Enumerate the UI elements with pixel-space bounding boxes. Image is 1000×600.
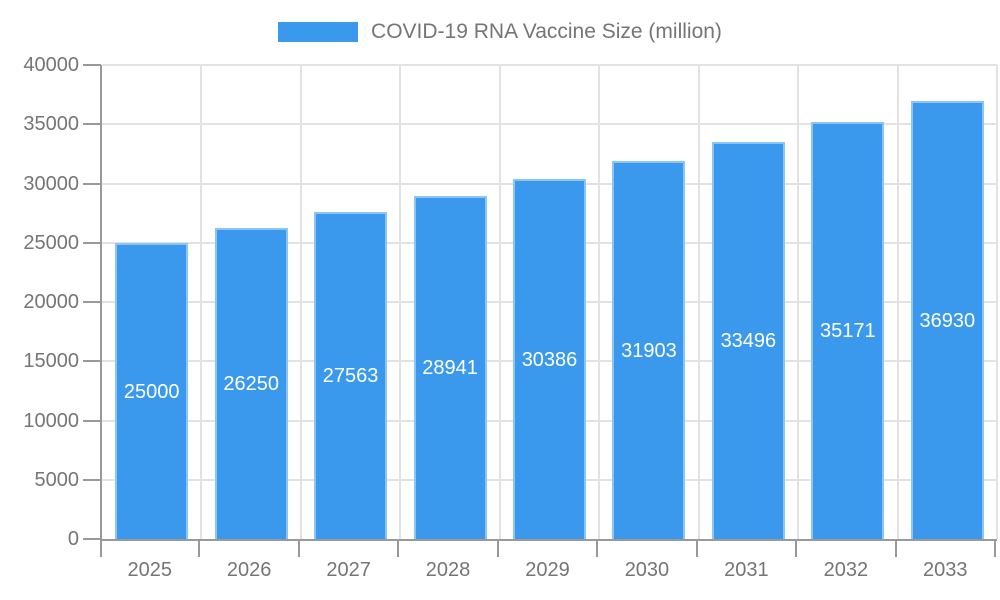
- bar-2029[interactable]: 30386: [513, 179, 586, 539]
- bar-value-label: 25000: [123, 380, 180, 403]
- x-tick: [297, 539, 300, 557]
- x-tick-label: 2032: [823, 559, 869, 581]
- bar-2032[interactable]: 35171: [811, 122, 885, 539]
- x-tick: [695, 539, 698, 557]
- chart-title: COVID-19 RNA Vaccine Size (million): [371, 20, 722, 43]
- x-tick: [397, 539, 400, 557]
- bar-value-label: 26250: [223, 373, 279, 395]
- bar-value-label: 36930: [919, 309, 976, 332]
- v-gridline: [896, 65, 899, 539]
- bar-value-label: 33496: [720, 330, 777, 352]
- x-tick-label: 2031: [724, 559, 769, 581]
- y-tick-label: 10000: [23, 409, 79, 432]
- plot-area: 25000 26250 27563 28941 30386 31903 33496 35171…: [100, 64, 998, 541]
- v-gridline: [299, 65, 302, 539]
- bar-2033[interactable]: 36930: [910, 101, 984, 539]
- x-tick: [100, 539, 102, 557]
- v-gridline: [399, 65, 402, 539]
- y-tick-label: 5000: [34, 468, 80, 491]
- bar-2026[interactable]: 26250: [214, 228, 288, 539]
- x-tick: [894, 539, 897, 557]
- h-gridline: [102, 64, 997, 66]
- y-tick: [83, 360, 101, 363]
- y-tick: [83, 64, 101, 66]
- bar-value-label: 28941: [422, 357, 478, 379]
- bar-2025[interactable]: 25000: [115, 243, 189, 539]
- x-tick-label: 2033: [923, 559, 968, 581]
- x-tick-label: 2029: [525, 559, 570, 581]
- x-tick-label: 2030: [624, 559, 670, 581]
- h-gridline: [102, 123, 997, 126]
- x-tick: [795, 539, 798, 557]
- v-gridline: [598, 65, 601, 539]
- y-tick-label: 30000: [23, 172, 79, 195]
- y-tick-label: 25000: [23, 231, 79, 254]
- y-tick: [83, 301, 101, 303]
- bar-2028[interactable]: 28941: [413, 196, 487, 539]
- y-tick-label: 15000: [23, 350, 79, 373]
- bar-2027[interactable]: 27563: [314, 212, 388, 539]
- legend-swatch-icon: [278, 22, 359, 42]
- v-gridline: [996, 65, 998, 539]
- bar-2031[interactable]: 33496: [711, 142, 785, 539]
- v-gridline: [797, 65, 800, 539]
- x-tick: [596, 539, 599, 557]
- chart-legend[interactable]: COVID-19 RNA Vaccine Size (million): [0, 20, 1000, 44]
- bar-value-label: 31903: [621, 339, 677, 362]
- x-tick-label: 2026: [226, 559, 272, 581]
- y-tick-label: 35000: [23, 113, 79, 136]
- y-tick: [83, 182, 101, 185]
- y-tick: [83, 419, 101, 422]
- x-tick-label: 2028: [425, 559, 471, 581]
- bar-value-label: 35171: [820, 320, 876, 342]
- y-tick: [83, 241, 101, 244]
- y-tick: [83, 538, 101, 540]
- y-tick-label: 0: [67, 528, 79, 550]
- v-gridline: [498, 65, 501, 539]
- y-tick: [83, 478, 101, 481]
- bar-value-label: 27563: [322, 365, 379, 387]
- y-tick: [83, 123, 101, 126]
- v-gridline: [697, 65, 700, 539]
- bar-2030[interactable]: 31903: [612, 161, 686, 539]
- v-gridline: [200, 65, 203, 539]
- x-tick: [496, 539, 499, 557]
- y-tick-label: 40000: [23, 54, 79, 76]
- x-tick-label: 2025: [127, 559, 172, 581]
- x-tick-label: 2027: [326, 559, 371, 581]
- x-tick: [994, 539, 996, 557]
- y-tick-label: 20000: [23, 291, 79, 313]
- x-tick: [198, 539, 201, 557]
- bar-value-label: 30386: [521, 348, 578, 371]
